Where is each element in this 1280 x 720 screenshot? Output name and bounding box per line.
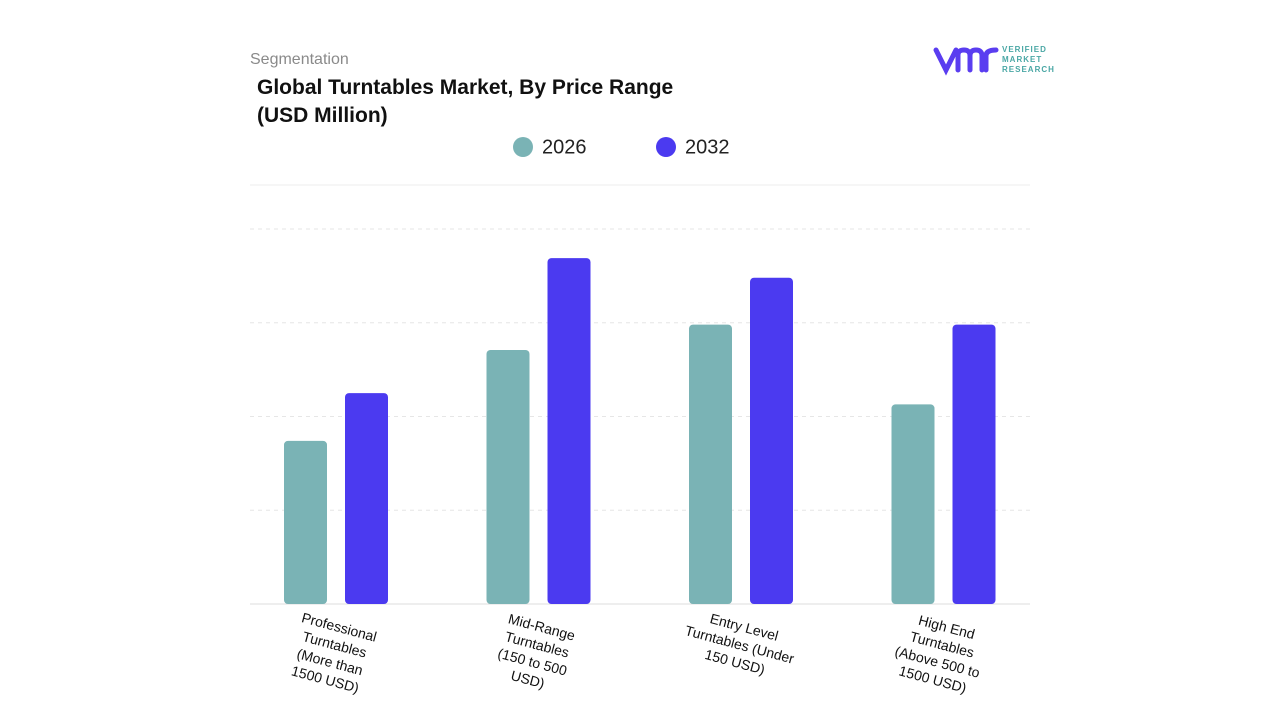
chart-title: Global Turntables Market, By Price Range…: [257, 76, 673, 127]
legend-swatch: [513, 137, 533, 157]
x-tick-label: High EndTurntables(Above 500 to1500 USD): [889, 608, 992, 698]
logo-mark: [933, 47, 999, 76]
header: Segmentation: [250, 51, 349, 68]
bar: [284, 440, 327, 604]
bar: [952, 324, 996, 604]
x-tick-label: Mid-RangeTurntables(150 to 500USD): [492, 610, 579, 696]
logo-text: MARKET: [1002, 55, 1042, 64]
bar: [547, 258, 591, 604]
bar: [689, 324, 732, 604]
bar: [345, 393, 388, 604]
logo: VERIFIED MARKET RESEARCH: [933, 45, 1055, 76]
bar: [891, 404, 935, 604]
legend-swatch: [656, 137, 676, 157]
legend-label: 2032: [685, 136, 730, 158]
bar: [486, 349, 530, 604]
logo-text: RESEARCH: [1002, 65, 1055, 74]
bar: [750, 277, 793, 604]
x-tick-label: Entry LevelTurntables (Under150 USD): [679, 604, 801, 683]
x-tick-label: ProfessionalTurntables(More than1500 USD…: [286, 609, 379, 697]
legend-label: 2026: [542, 136, 587, 158]
logo-text: VERIFIED: [1002, 45, 1047, 54]
